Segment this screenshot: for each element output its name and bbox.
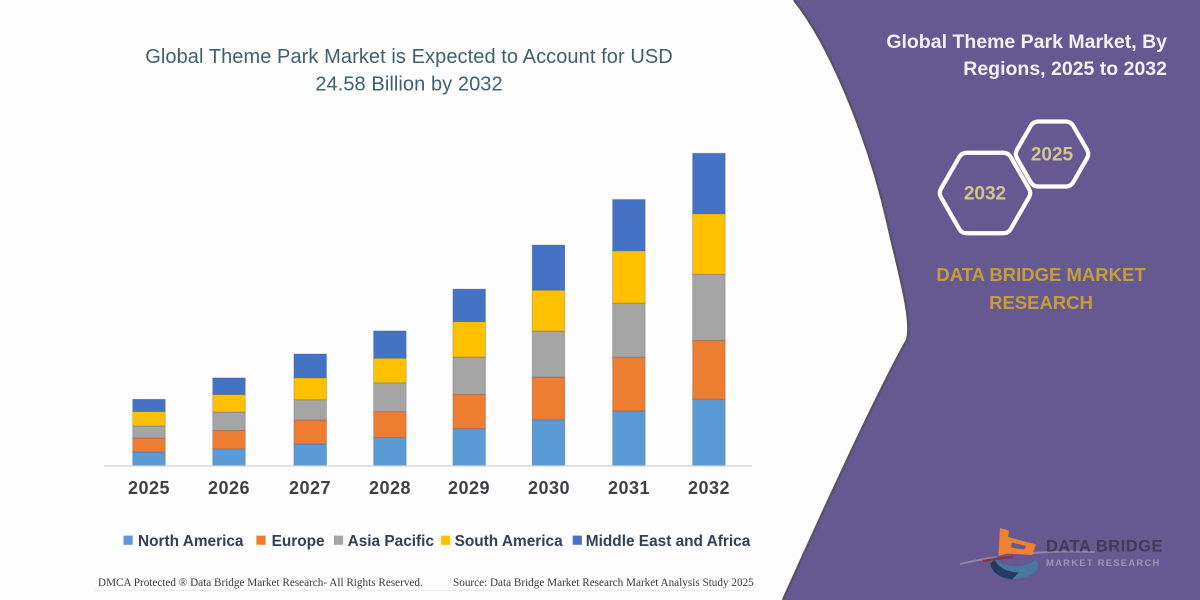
svg-text:Regions, 2025 to 2032: Regions, 2025 to 2032 [963, 58, 1167, 80]
svg-text:MARKET RESEARCH: MARKET RESEARCH [1046, 558, 1161, 569]
svg-text:2030: 2030 [528, 478, 570, 498]
svg-text:DMCA Protected ® Data Bridge M: DMCA Protected ® Data Bridge Market Rese… [98, 577, 423, 589]
svg-text:South America: South America [455, 533, 563, 550]
svg-text:Global Theme Park Market is Ex: Global Theme Park Market is Expected to … [145, 46, 673, 68]
svg-text:2032: 2032 [688, 478, 730, 498]
svg-text:2029: 2029 [448, 478, 490, 498]
svg-text:Europe: Europe [272, 533, 325, 550]
svg-text:Middle East and Africa: Middle East and Africa [586, 533, 751, 550]
svg-text:24.58 Billion by 2032: 24.58 Billion by 2032 [315, 74, 502, 96]
svg-text:2025: 2025 [128, 478, 170, 498]
svg-text:Global Theme Park Market, By: Global Theme Park Market, By [886, 31, 1167, 53]
svg-text:Source: Data Bridge Market Res: Source: Data Bridge Market Research Mark… [453, 577, 754, 589]
svg-text:2028: 2028 [369, 478, 411, 498]
svg-text:2031: 2031 [608, 478, 650, 498]
svg-text:DATA BRIDGE: DATA BRIDGE [1046, 538, 1163, 556]
svg-text:2026: 2026 [208, 478, 250, 498]
svg-text:2025: 2025 [1031, 145, 1074, 166]
svg-text:2027: 2027 [289, 478, 331, 498]
svg-text:RESEARCH: RESEARCH [989, 292, 1093, 313]
svg-text:Asia Pacific: Asia Pacific [348, 533, 435, 550]
svg-text:2032: 2032 [964, 184, 1006, 205]
svg-text:North America: North America [138, 533, 244, 550]
svg-text:DATA BRIDGE MARKET: DATA BRIDGE MARKET [936, 264, 1146, 285]
